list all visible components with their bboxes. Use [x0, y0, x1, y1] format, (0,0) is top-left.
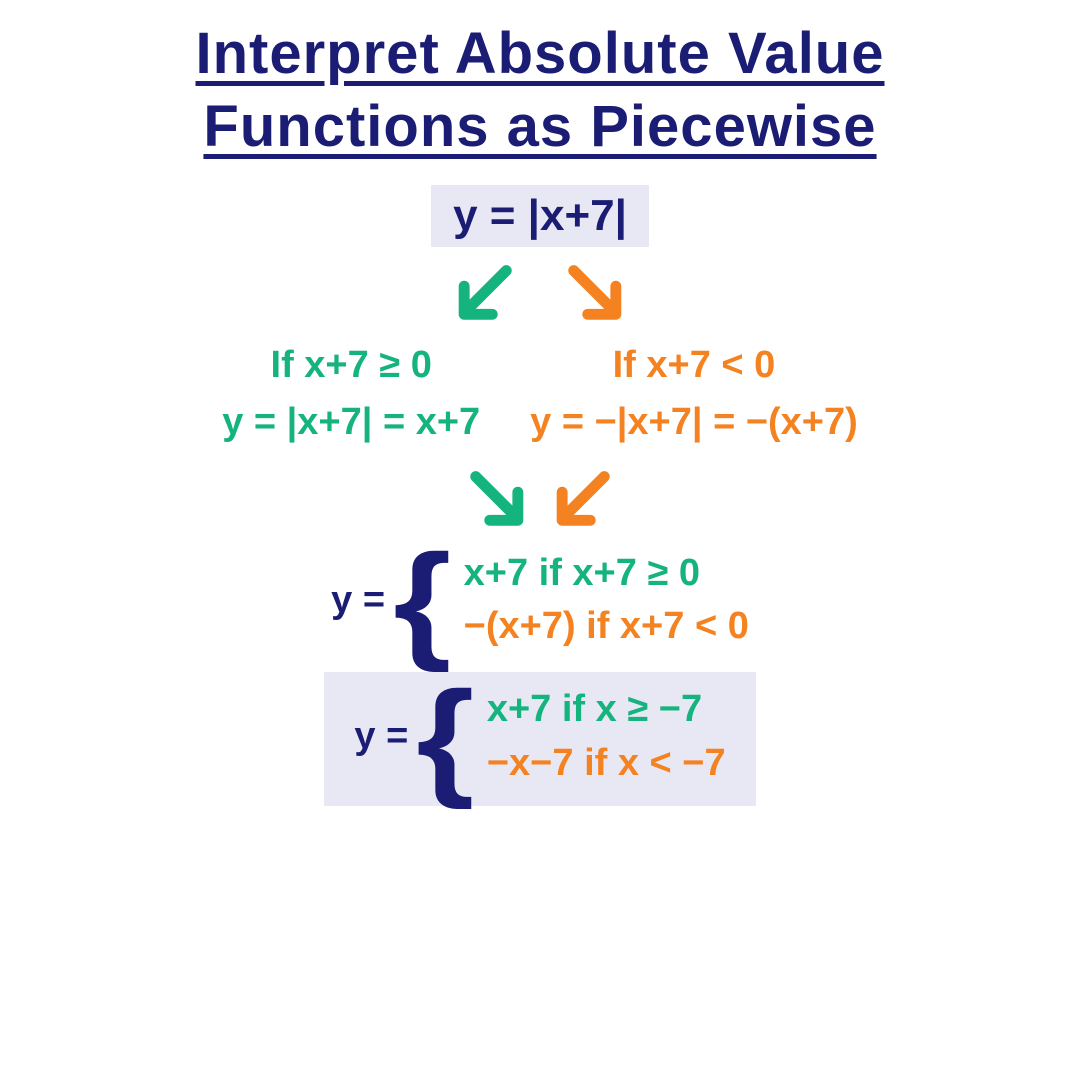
piecewise-1-y: y =: [331, 579, 385, 622]
title-line-1: Interpret Absolute Value: [196, 21, 885, 86]
left-condition: If x+7 ≥ 0: [222, 337, 480, 394]
right-condition: If x+7 < 0: [530, 337, 858, 394]
split-arrows: [0, 255, 1080, 333]
arrow-down-right-icon: [555, 255, 633, 333]
branch-row: If x+7 ≥ 0 y = |x+7| = x+7 If x+7 < 0 y …: [0, 337, 1080, 451]
brace-icon: {: [416, 682, 474, 793]
title-line-2: Functions as Piecewise: [203, 94, 876, 159]
arrow-down-left-icon: [447, 255, 525, 333]
piecewise-1-line-b: −(x+7) if x+7 < 0: [464, 601, 749, 652]
right-branch: If x+7 < 0 y = −|x+7| = −(x+7): [530, 337, 858, 451]
piecewise-2-line-b: −x−7 if x < −7: [487, 738, 726, 789]
right-equation: y = −|x+7| = −(x+7): [530, 394, 858, 451]
main-equation: y = |x+7|: [453, 191, 627, 240]
piecewise-2-box: y = { x+7 if x ≥ −7 −x−7 if x < −7: [324, 672, 755, 807]
piecewise-2-line-a: x+7 if x ≥ −7: [487, 684, 726, 735]
left-branch: If x+7 ≥ 0 y = |x+7| = x+7: [222, 337, 480, 451]
piecewise-1: y = { x+7 if x+7 ≥ 0 −(x+7) if x+7 < 0: [0, 545, 1080, 656]
arrow-down-left-icon: [545, 461, 623, 539]
brace-icon: {: [393, 545, 451, 656]
arrow-down-right-icon: [457, 461, 535, 539]
main-equation-box: y = |x+7|: [431, 185, 649, 247]
page-title: Interpret Absolute Value Functions as Pi…: [0, 0, 1080, 163]
piecewise-2-y: y =: [354, 715, 408, 758]
left-equation: y = |x+7| = x+7: [222, 394, 480, 451]
merge-arrows: [0, 461, 1080, 539]
piecewise-1-line-a: x+7 if x+7 ≥ 0: [464, 548, 749, 599]
